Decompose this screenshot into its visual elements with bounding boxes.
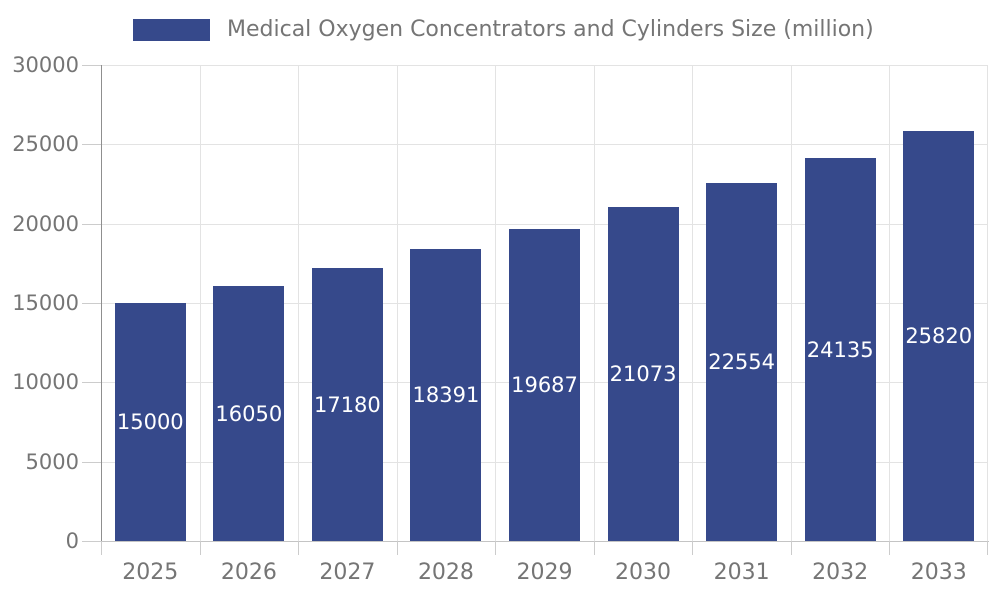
x-tick-3 [396, 541, 398, 555]
bar-value-label-2025: 15000 [116, 410, 184, 434]
gridline-v-9 [987, 65, 988, 541]
x-tick-0 [101, 541, 102, 555]
y-tick-label-5000: 5000 [25, 449, 79, 474]
bar-value-label-2033: 25820 [905, 324, 973, 349]
gridline-v-7 [790, 65, 792, 541]
gridline-h-20000 [101, 223, 988, 225]
y-tick-label-15000: 15000 [12, 291, 79, 315]
x-tick-8 [889, 541, 891, 555]
y-tick-25000 [82, 144, 101, 146]
x-tick-label-2029: 2029 [516, 560, 573, 585]
gridline-v-1 [199, 65, 201, 541]
y-tick-30000 [82, 65, 101, 66]
y-tick-label-20000: 20000 [12, 211, 79, 236]
y-tick-10000 [82, 382, 101, 384]
x-axis-line [101, 541, 989, 542]
y-tick-label-30000: 30000 [12, 53, 79, 77]
x-tick-7 [790, 541, 792, 555]
bar-2033: 25820 [903, 131, 975, 541]
plot-area: 15000 16050 17180 18391 19687 21073 22554 24135… [101, 65, 988, 541]
gridline-v-6 [692, 65, 694, 541]
bar-value-label-2032: 24135 [806, 337, 874, 362]
y-axis-line [101, 65, 102, 541]
y-tick-label-25000: 25000 [12, 132, 79, 157]
x-tick-label-2025: 2025 [122, 560, 179, 585]
bar-2027: 17180 [311, 268, 383, 541]
x-tick-label-2028: 2028 [417, 560, 474, 585]
gridline-h-25000 [101, 144, 988, 146]
x-tick-label-2033: 2033 [910, 560, 967, 585]
x-tick-label-2026: 2026 [220, 560, 277, 585]
x-tick-4 [495, 541, 497, 555]
x-tick-label-2032: 2032 [812, 560, 869, 585]
x-tick-2 [298, 541, 300, 555]
x-tick-6 [692, 541, 694, 555]
x-tick-1 [199, 541, 201, 555]
x-tick-label-2031: 2031 [713, 560, 770, 585]
y-tick-15000 [82, 303, 101, 304]
bar-value-label-2031: 22554 [708, 350, 776, 375]
gridline-v-2 [298, 65, 300, 541]
gridline-h-30000 [101, 65, 988, 66]
bar-value-label-2028: 18391 [412, 383, 480, 408]
x-tick-label-2027: 2027 [319, 560, 376, 585]
bar-2032: 24135 [804, 158, 876, 541]
bar-value-label-2030: 21073 [609, 361, 677, 386]
y-tick-0 [82, 541, 101, 542]
bar-value-label-2027: 17180 [313, 392, 381, 417]
bar-2028: 18391 [410, 249, 482, 541]
x-tick-5 [593, 541, 595, 555]
bar-2031: 22554 [706, 183, 778, 541]
gridline-v-8 [889, 65, 891, 541]
gridline-v-3 [396, 65, 398, 541]
gridline-v-5 [593, 65, 595, 541]
bar-2026: 16050 [213, 286, 285, 541]
bar-2030: 21073 [607, 206, 679, 541]
y-tick-20000 [82, 223, 101, 225]
legend-swatch [133, 19, 210, 41]
bar-value-label-2026: 16050 [215, 401, 283, 426]
gridline-v-4 [495, 65, 497, 541]
bar-2025: 15000 [114, 303, 186, 541]
x-tick-9 [987, 541, 988, 555]
y-tick-5000 [82, 461, 101, 463]
bar-2029: 19687 [509, 228, 580, 541]
y-tick-label-0: 0 [65, 529, 79, 553]
y-tick-label-10000: 10000 [12, 370, 79, 395]
x-tick-label-2030: 2030 [615, 560, 672, 585]
bar-value-label-2029: 19687 [511, 372, 578, 397]
legend-item[interactable]: Medical Oxygen Concentrators and Cylinde… [133, 18, 874, 42]
legend-label: Medical Oxygen Concentrators and Cylinde… [227, 17, 874, 42]
